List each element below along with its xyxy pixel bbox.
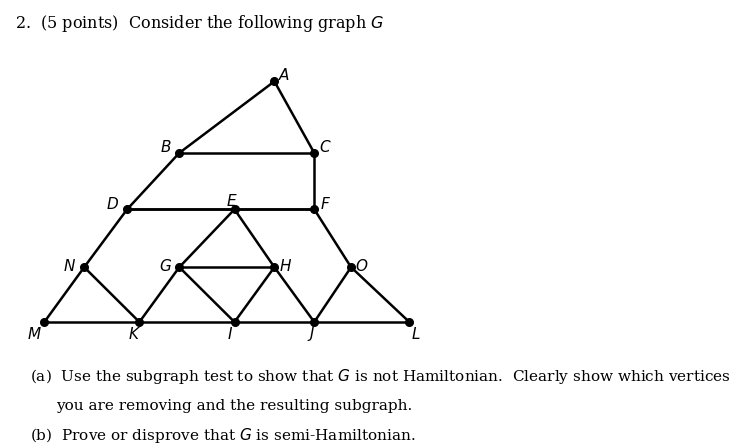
- Text: $\mathit{G}$: $\mathit{G}$: [159, 258, 172, 274]
- Text: $\mathit{B}$: $\mathit{B}$: [160, 139, 171, 155]
- Text: $\mathit{D}$: $\mathit{D}$: [106, 196, 119, 212]
- Text: $\mathit{L}$: $\mathit{L}$: [411, 326, 420, 341]
- Text: $\mathit{M}$: $\mathit{M}$: [27, 326, 42, 341]
- Text: $\mathit{A}$: $\mathit{A}$: [278, 67, 290, 82]
- Text: $\mathit{J}$: $\mathit{J}$: [307, 324, 316, 343]
- Text: (b)  Prove or disprove that $G$ is semi-Hamiltonian.: (b) Prove or disprove that $G$ is semi-H…: [30, 426, 416, 444]
- Text: $\mathit{E}$: $\mathit{E}$: [226, 194, 238, 209]
- Text: you are removing and the resulting subgraph.: you are removing and the resulting subgr…: [56, 399, 413, 413]
- Text: $\mathit{O}$: $\mathit{O}$: [356, 258, 368, 274]
- Text: $\mathit{N}$: $\mathit{N}$: [63, 258, 76, 274]
- Text: $\mathit{H}$: $\mathit{H}$: [279, 258, 292, 274]
- Text: $\mathit{F}$: $\mathit{F}$: [320, 196, 331, 212]
- Text: $\mathit{C}$: $\mathit{C}$: [319, 139, 332, 155]
- Text: $\mathit{I}$: $\mathit{I}$: [226, 326, 232, 341]
- Text: (a)  Use the subgraph test to show that $G$ is not Hamiltonian.  Clearly show wh: (a) Use the subgraph test to show that $…: [30, 367, 731, 386]
- Text: $\mathit{K}$: $\mathit{K}$: [128, 326, 141, 341]
- Text: 2.  (5 points)  Consider the following graph $G$: 2. (5 points) Consider the following gra…: [15, 13, 384, 34]
